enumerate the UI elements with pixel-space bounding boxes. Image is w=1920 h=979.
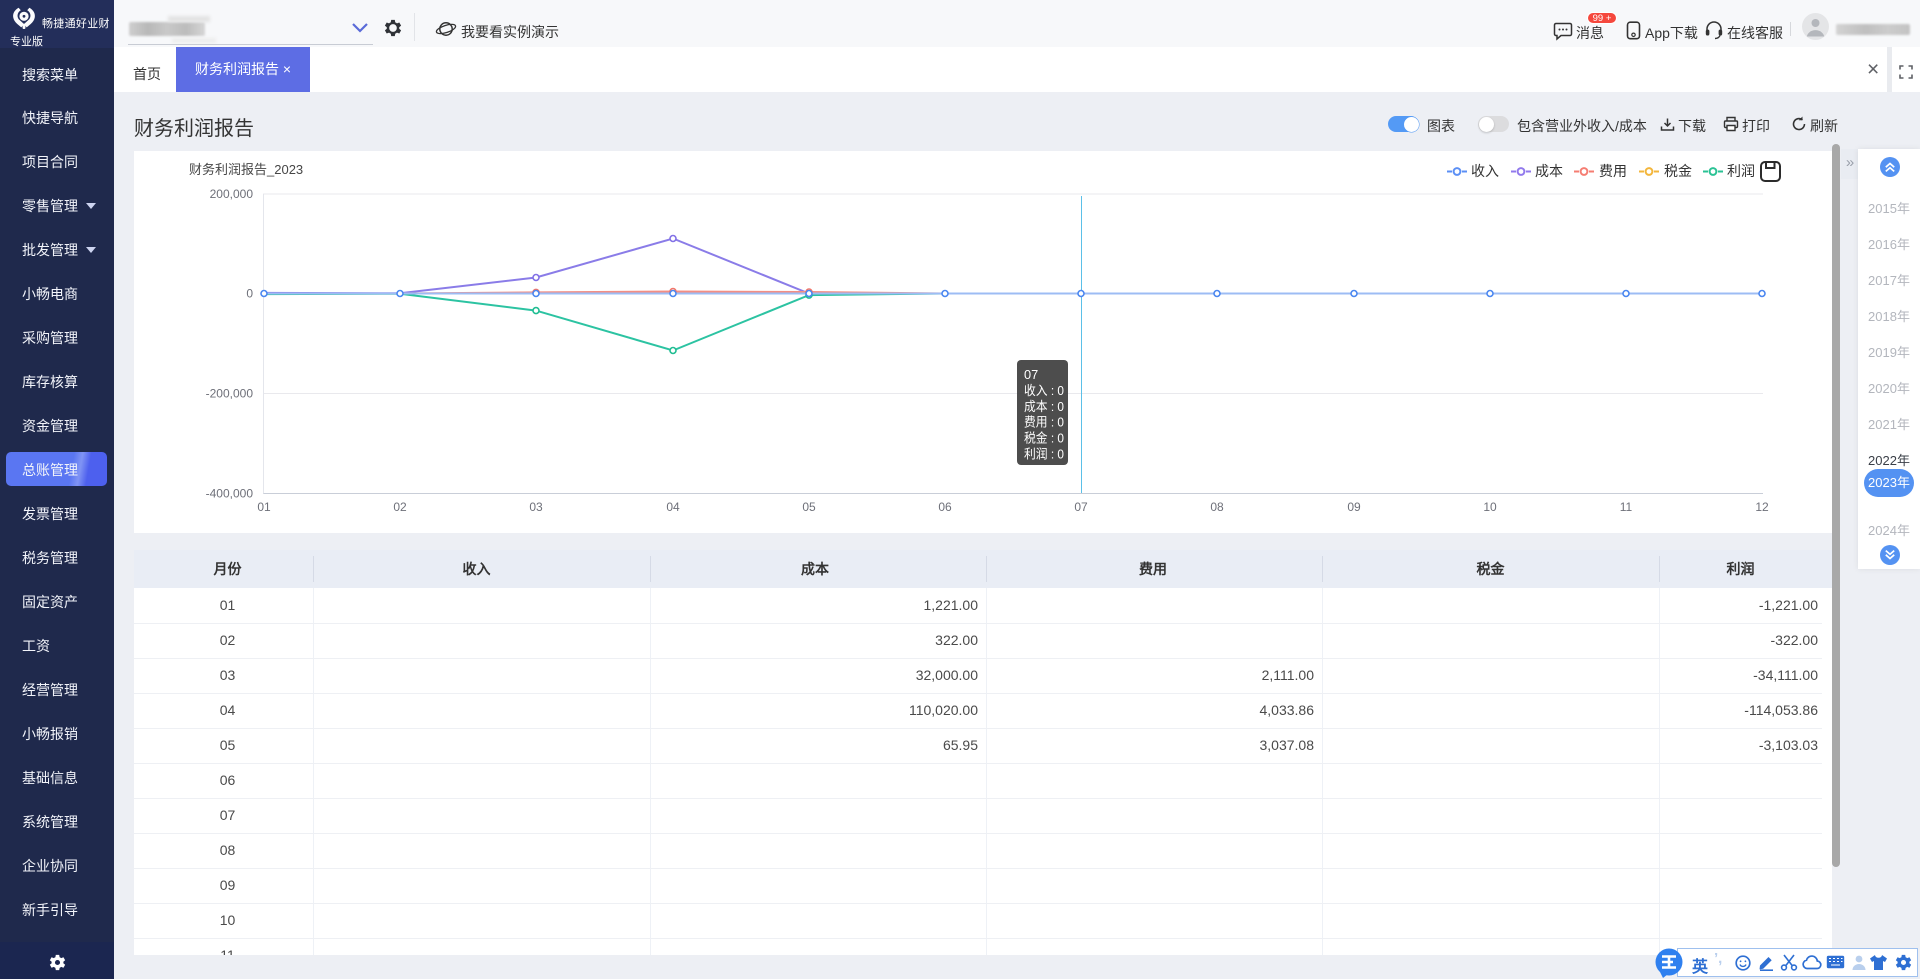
svg-text:0: 0	[246, 287, 253, 301]
svg-text:09: 09	[1347, 500, 1361, 514]
svg-text:税金 : 0: 税金 : 0	[1024, 431, 1064, 446]
svg-text:成本: 成本	[1535, 163, 1563, 179]
svg-text:05: 05	[802, 500, 816, 514]
svg-text:财务利润报告_2023: 财务利润报告_2023	[189, 162, 303, 177]
svg-text:12: 12	[1755, 500, 1769, 514]
svg-text:06: 06	[938, 500, 952, 514]
svg-text:08: 08	[1210, 500, 1224, 514]
svg-text:07: 07	[1074, 500, 1088, 514]
svg-text:03: 03	[529, 500, 543, 514]
svg-text:费用 : 0: 费用 : 0	[1024, 415, 1064, 430]
svg-text:200,000: 200,000	[210, 187, 254, 201]
svg-text:收入: 收入	[1471, 163, 1499, 179]
svg-text:成本 : 0: 成本 : 0	[1024, 399, 1064, 414]
svg-text:-400,000: -400,000	[206, 487, 254, 501]
svg-text:04: 04	[666, 500, 680, 514]
svg-text:01: 01	[257, 500, 271, 514]
svg-text:11: 11	[1620, 500, 1633, 514]
svg-text:10: 10	[1483, 500, 1497, 514]
svg-text:07: 07	[1024, 367, 1038, 382]
svg-text:利润 : 0: 利润 : 0	[1024, 447, 1064, 462]
svg-text:利润: 利润	[1727, 163, 1755, 179]
svg-text:收入 : 0: 收入 : 0	[1024, 383, 1064, 398]
svg-text:费用: 费用	[1599, 163, 1627, 179]
svg-text:02: 02	[393, 500, 407, 514]
svg-text:-200,000: -200,000	[206, 387, 254, 401]
svg-text:税金: 税金	[1664, 163, 1692, 179]
